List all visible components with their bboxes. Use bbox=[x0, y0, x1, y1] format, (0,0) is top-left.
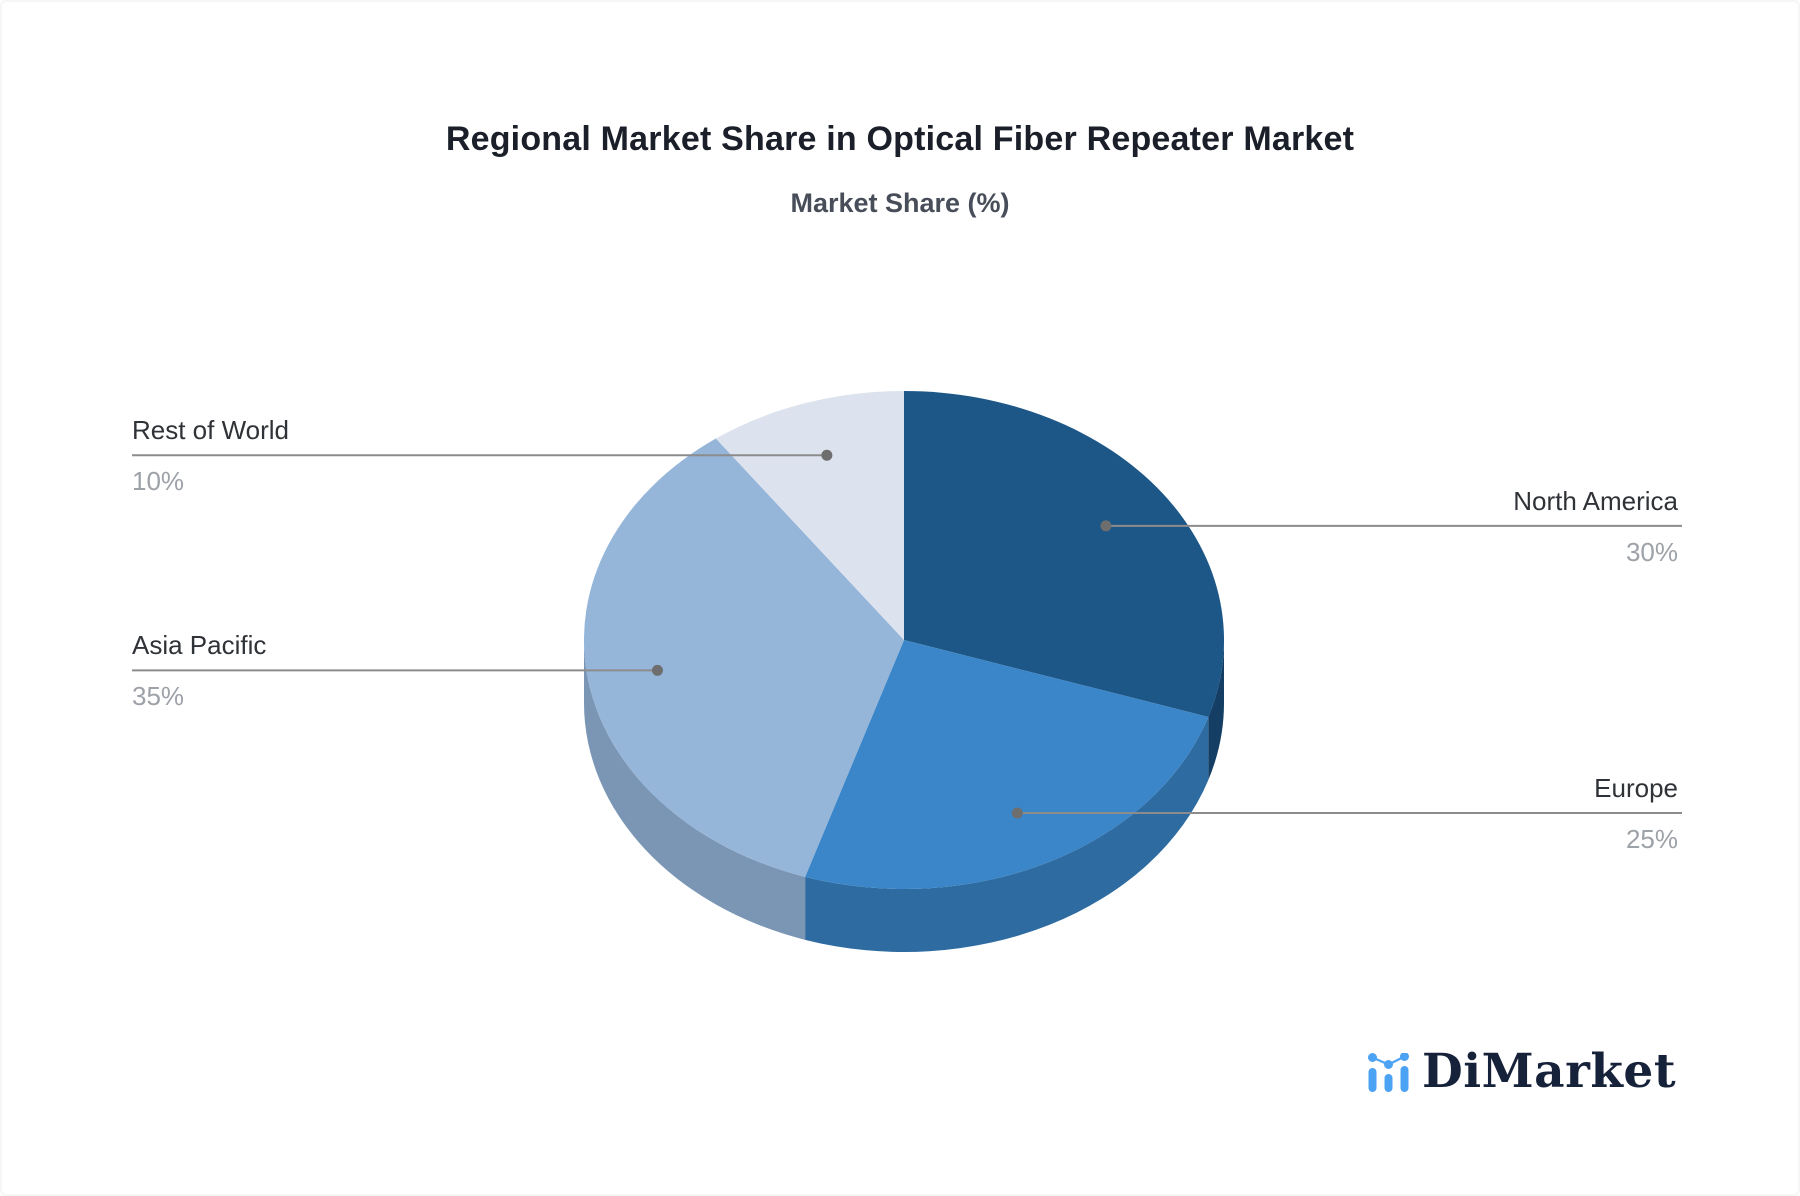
slice-percent: 10% bbox=[132, 466, 185, 497]
pie-slice-asia-pacific[interactable] bbox=[584, 438, 904, 877]
pie-slice-side bbox=[584, 640, 806, 940]
chart-subtitle: Market Share (%) bbox=[790, 188, 1010, 218]
slice-label: Asia Pacific bbox=[132, 630, 267, 661]
slice-label: Rest of World bbox=[132, 415, 290, 446]
pie-slice-north-america[interactable] bbox=[904, 391, 1225, 717]
slice-label: Europe bbox=[1594, 773, 1678, 804]
pie-slice-rest-of-world[interactable] bbox=[715, 391, 904, 640]
leader-dot bbox=[651, 664, 663, 676]
chart-title: Regional Market Share in Optical Fiber R… bbox=[445, 120, 1355, 158]
leader-dot bbox=[1100, 520, 1112, 532]
slice-label: North America bbox=[1513, 485, 1678, 516]
pie-slice-europe[interactable] bbox=[805, 640, 1209, 889]
leader-dot bbox=[1011, 807, 1023, 819]
slice-percent: 30% bbox=[1625, 536, 1678, 567]
pie-slice-side bbox=[1208, 640, 1224, 780]
pie-slice-side bbox=[805, 716, 1209, 952]
logo-text: DiMarket bbox=[1422, 1043, 1677, 1099]
dimarket-logo: DiMarket bbox=[1367, 1040, 1677, 1099]
bar-chart-logo-icon bbox=[1368, 1053, 1409, 1092]
slice-percent: 35% bbox=[132, 681, 185, 712]
slice-percent: 25% bbox=[1625, 824, 1678, 855]
leader-dot bbox=[821, 449, 833, 461]
